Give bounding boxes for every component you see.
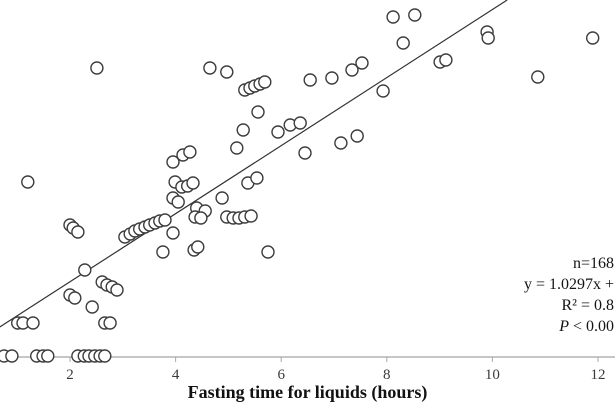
stat-equation: y = 1.0297x + [523,276,614,293]
stat-n: n=168 [572,255,614,272]
data-point-marker [68,291,82,305]
data-point-marker [244,209,258,223]
data-point-marker [350,129,364,143]
stat-p-value: P < 0.00 [559,318,614,335]
data-point-marker [236,123,250,137]
x-axis-tick-label: 10 [485,367,500,383]
data-point-marker [250,171,264,185]
data-point-marker [21,175,35,189]
data-point-marker [186,176,200,190]
data-point-marker [156,245,170,259]
data-point-marker [355,56,369,70]
data-point-marker [230,141,244,155]
data-point-marker [110,283,124,297]
data-point-marker [439,53,453,67]
data-point-marker [481,31,495,45]
x-axis-tick-label: 8 [383,367,391,383]
data-point-marker [85,300,99,314]
data-point-marker [586,31,600,45]
stats-annotation: n=168 y = 1.0297x + R² = 0.8 P < 0.00 [524,253,614,337]
data-point-marker [220,65,234,79]
x-axis-tick-label: 6 [277,367,285,383]
data-point-marker [271,125,285,139]
data-point-marker [71,225,85,239]
x-axis-tick-label: 4 [172,367,180,383]
data-point-marker [90,61,104,75]
data-point-marker [158,213,172,227]
data-point-marker [531,70,545,84]
data-point-marker [386,10,400,24]
data-point-marker [251,105,265,119]
x-axis-tick-label: 12 [591,367,606,383]
data-point-marker [293,116,307,130]
data-point-marker [166,226,180,240]
data-point-marker [408,8,422,22]
data-point-marker [261,245,275,259]
data-point-marker [334,136,348,150]
data-point-marker [98,349,112,363]
x-axis-tick-label: 2 [66,367,74,383]
data-point-marker [203,61,217,75]
data-point-marker [183,145,197,159]
data-point-marker [194,211,208,225]
data-point-marker [298,146,312,160]
data-point-marker [26,316,40,330]
data-point-marker [166,155,180,169]
data-point-marker [191,240,205,254]
data-point-marker [171,195,185,209]
trend-line [0,0,508,328]
data-point-marker [258,75,272,89]
data-point-marker [345,63,359,77]
data-point-marker [103,316,117,330]
x-axis-title: Fasting time for liquids (hours) [187,382,428,402]
data-point-marker [325,71,339,85]
data-point-marker [376,84,390,98]
data-point-marker [215,191,229,205]
stat-r-squared: R² = 0.8 [561,297,615,314]
data-point-marker [41,349,55,363]
data-point-marker [5,349,19,363]
data-point-marker [396,36,410,50]
data-point-marker [78,263,92,277]
data-point-marker [303,73,317,87]
